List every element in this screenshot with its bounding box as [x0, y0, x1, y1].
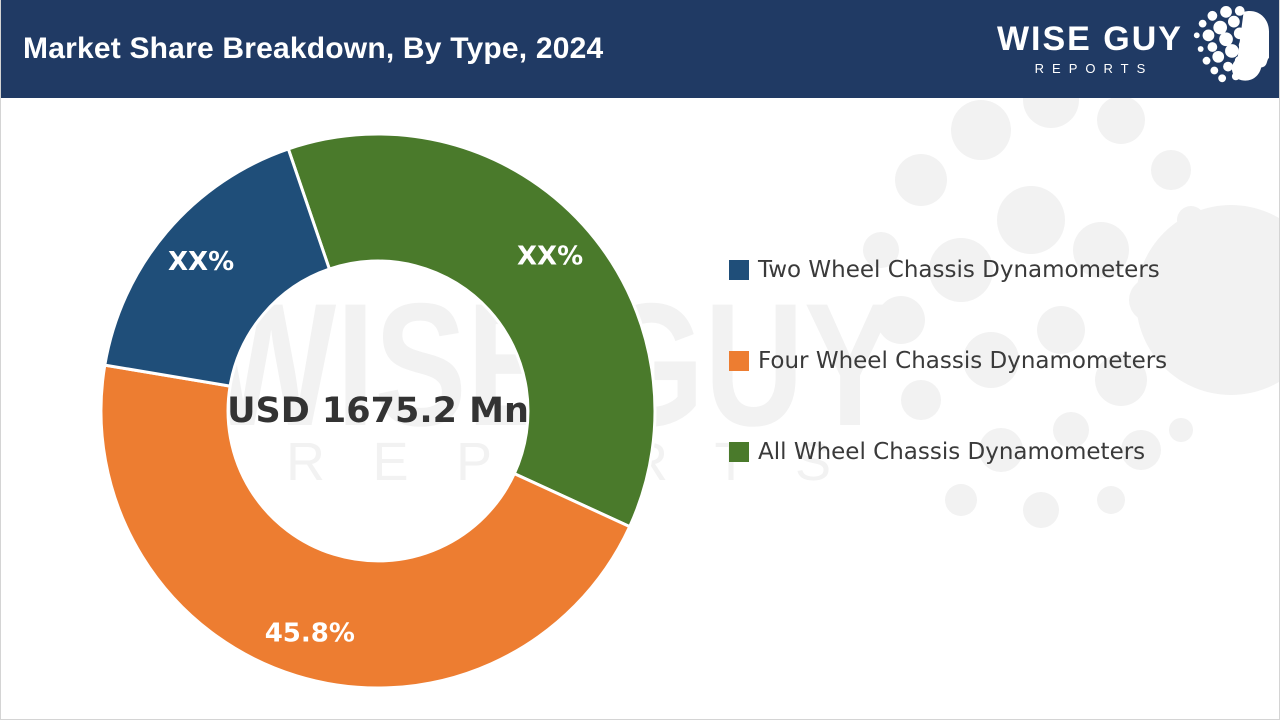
donut-segment-0	[286, 132, 657, 529]
slice-label-1: 45.8%	[265, 619, 355, 649]
legend-item-two-wheel: Two Wheel Chassis Dynamometers	[729, 257, 1167, 283]
slice-label-0: XX%	[517, 241, 583, 271]
legend-label-all-wheel: All Wheel Chassis Dynamometers	[758, 439, 1146, 465]
logo-wordmark: WISE GUY	[996, 20, 1183, 58]
page-title: Market Share Breakdown, By Type, 2024	[23, 32, 604, 65]
header: Market Share Breakdown, By Type, 2024 WI…	[1, 0, 1279, 98]
logo-text: WISE GUY REPORTS	[997, 22, 1183, 76]
legend-item-all-wheel: All Wheel Chassis Dynamometers	[729, 439, 1167, 465]
logo-subtitle: REPORTS	[1034, 61, 1154, 76]
slice-label-2: XX%	[168, 247, 234, 277]
chart-area: WISE GUY REPORTS XX%45.8%XX% USD 1675.2 …	[1, 98, 1279, 719]
legend-label-four-wheel: Four Wheel Chassis Dynamometers	[758, 348, 1168, 374]
legend-swatch-two-wheel	[729, 260, 749, 280]
logo-face-icon	[1193, 6, 1269, 83]
wiseguy-logo: WISE GUY REPORTS	[997, 5, 1269, 93]
legend-swatch-all-wheel	[729, 442, 749, 462]
legend-item-four-wheel: Four Wheel Chassis Dynamometers	[729, 348, 1167, 374]
donut-segment-2	[103, 147, 331, 388]
legend-swatch-four-wheel	[729, 351, 749, 371]
center-value-label: USD 1675.2 Mn	[227, 391, 529, 431]
donut-chart: XX% 45.8% XX%	[58, 91, 698, 719]
legend: Two Wheel Chassis Dynamometers Four Whee…	[729, 257, 1167, 465]
donut-svg: XX% 45.8% XX%	[99, 132, 657, 690]
donut-segment-1	[99, 363, 632, 690]
legend-label-two-wheel: Two Wheel Chassis Dynamometers	[758, 257, 1160, 283]
